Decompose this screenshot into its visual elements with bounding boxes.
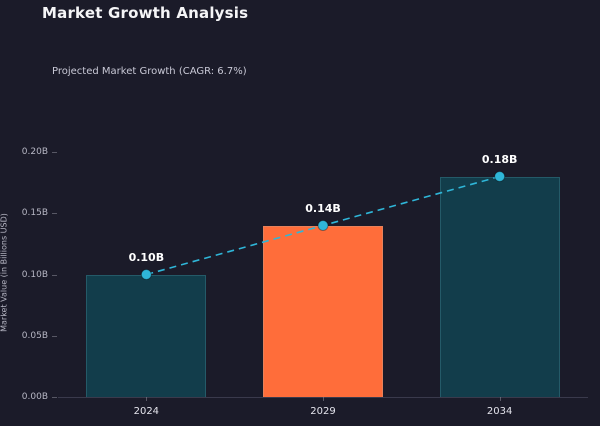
x-tickmark	[323, 397, 324, 401]
xtick-label-2029: 2029	[310, 406, 336, 417]
x-tickmark	[146, 397, 148, 401]
y-tickmark	[52, 335, 57, 337]
y-tickmark	[52, 213, 57, 215]
value-label: 0.18B	[481, 152, 518, 166]
ytick-label: 0.00B	[21, 392, 48, 402]
y-tickmark	[52, 152, 57, 153]
ytick-label: 0.20B	[21, 147, 48, 157]
bar-2024	[86, 274, 207, 397]
y-tickmark	[52, 274, 57, 276]
bar-2034	[439, 176, 560, 397]
ytick-label: 0.10B	[21, 269, 48, 280]
chart-title: Market Growth Analysis	[42, 4, 249, 22]
xtick-label-2024: 2024	[133, 406, 160, 417]
ytick-label: 0.15B	[21, 208, 48, 219]
xtick-label-2034: 2034	[486, 406, 513, 417]
ytick-label: 0.05B	[21, 330, 48, 341]
value-label: 0.14B	[305, 201, 341, 215]
x-tickmark	[499, 397, 501, 401]
bar-2029	[263, 225, 383, 397]
plot-area: 0.10B 0.14B 0.18B 2024 2029 2034	[52, 152, 588, 417]
y-tickmark	[52, 397, 57, 398]
chart-subtitle: Projected Market Growth (CAGR: 6.7%)	[52, 66, 247, 77]
value-label: 0.10B	[128, 250, 165, 264]
y-axis: 0.00B 0.05B 0.10B 0.15B 0.20B	[0, 147, 50, 402]
